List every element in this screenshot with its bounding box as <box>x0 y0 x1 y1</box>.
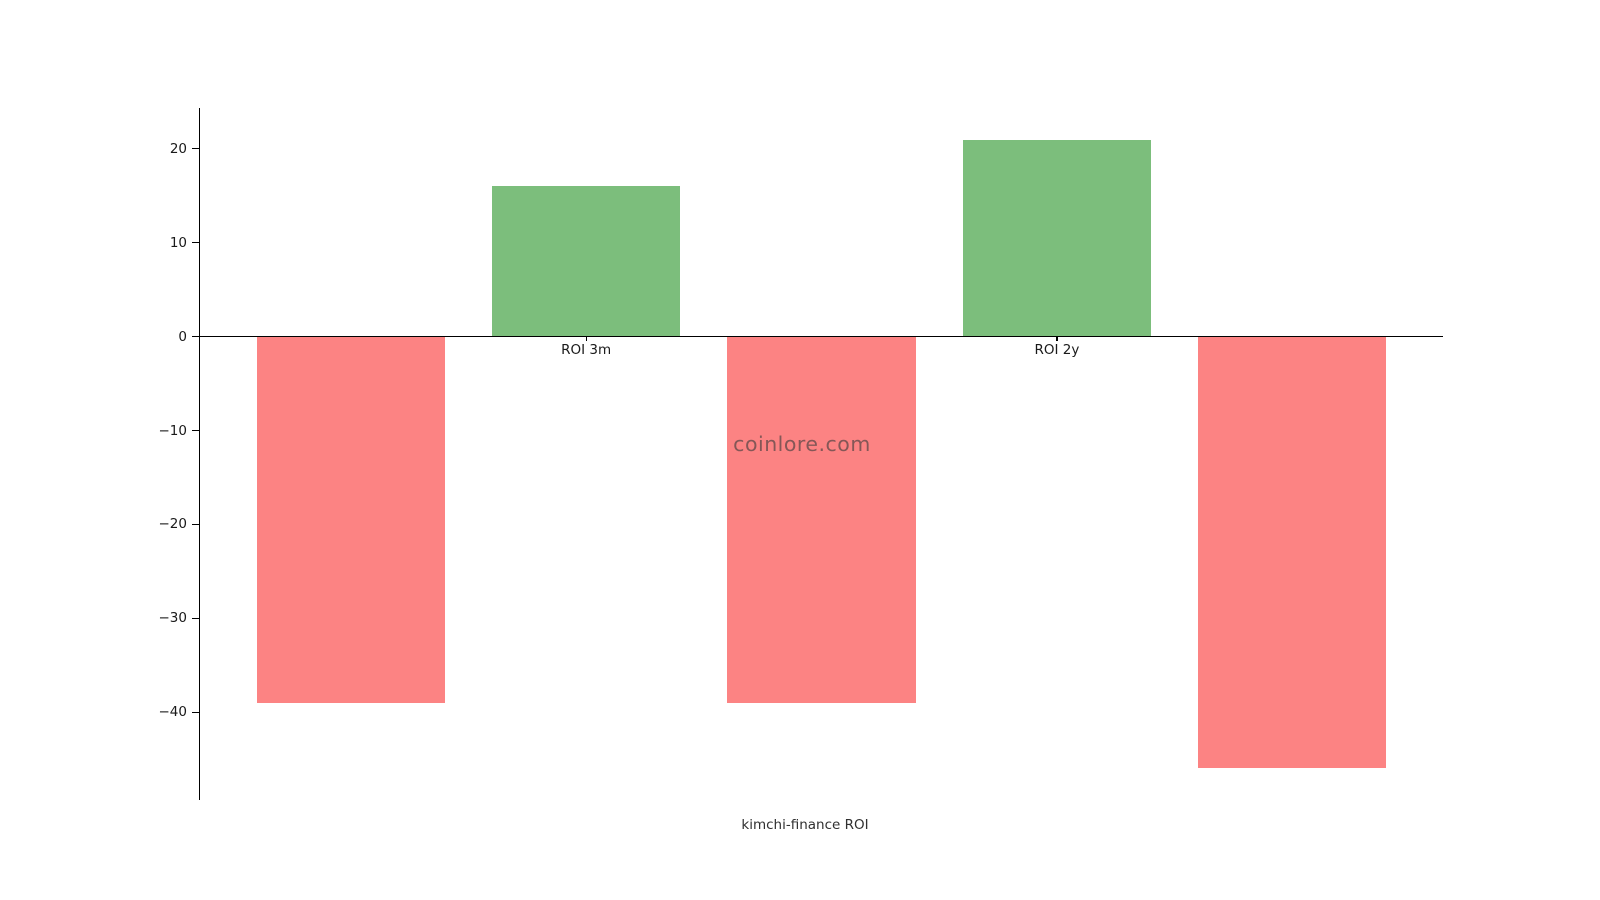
y-axis-line <box>198 108 200 800</box>
y-tick-label: 20 <box>169 140 187 157</box>
y-tick-label: 10 <box>169 234 187 251</box>
x-tick-mark <box>585 336 587 342</box>
negative-bar-0 <box>256 336 445 703</box>
positive-bar-1 <box>491 186 681 337</box>
x-axis-zero-line <box>200 335 1443 338</box>
positive-bar-3 <box>962 139 1152 337</box>
y-tick-label: −10 <box>158 422 188 439</box>
y-tick-label: −30 <box>158 610 188 627</box>
y-tick-mark <box>191 242 199 244</box>
y-tick-mark <box>191 617 199 619</box>
negative-bar-2 <box>727 336 916 703</box>
y-tick-mark <box>191 148 199 150</box>
chart-title: kimchi-finance ROI <box>741 817 869 833</box>
x-tick-label: ROI 2y <box>1034 341 1080 358</box>
x-tick-label: ROI 3m <box>561 341 612 358</box>
watermark-text: coinlore.com <box>733 432 871 456</box>
x-tick-mark <box>1056 336 1058 342</box>
y-tick-label: −20 <box>158 516 188 533</box>
negative-bar-4 <box>1198 336 1387 769</box>
y-tick-mark <box>191 523 199 526</box>
y-tick-label: −40 <box>158 704 188 721</box>
y-tick-mark <box>191 711 199 713</box>
y-tick-mark <box>191 429 199 432</box>
y-tick-mark <box>191 336 199 338</box>
y-tick-label: 0 <box>178 328 187 345</box>
